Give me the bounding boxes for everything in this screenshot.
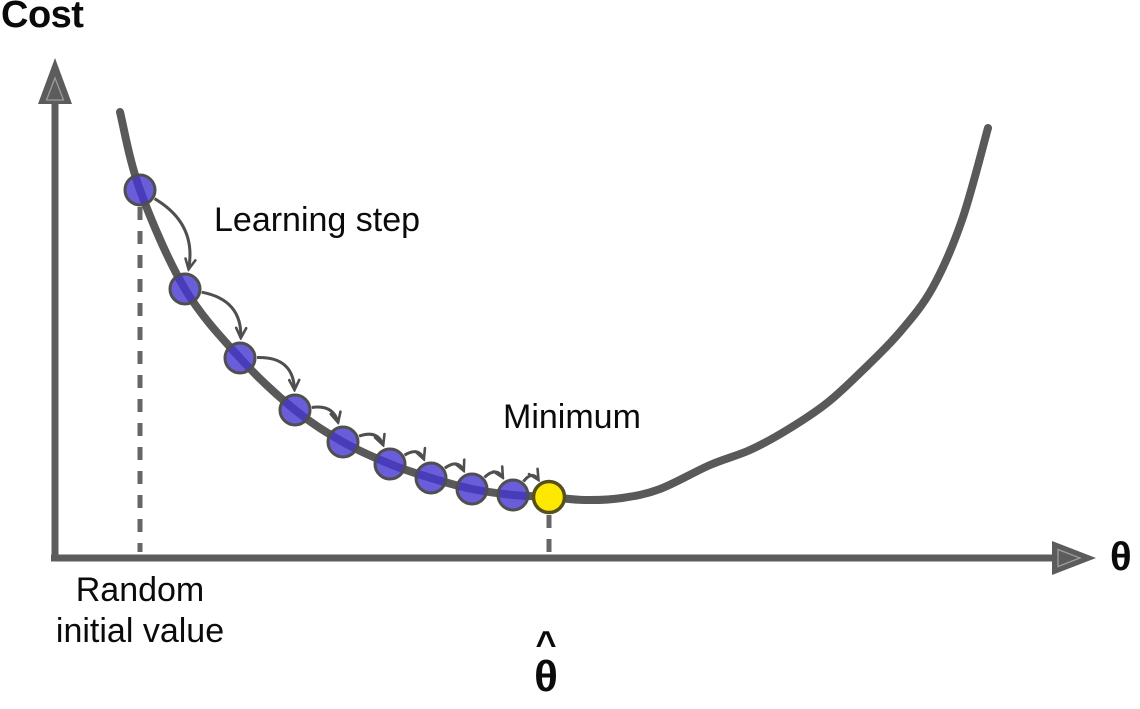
minimum-label: Minimum: [503, 398, 641, 436]
step-dot: [496, 478, 530, 512]
step-dot: [373, 447, 407, 481]
learning-step-arrow: [358, 432, 383, 445]
cost-curve: [116, 108, 992, 505]
minimum-dot: [531, 479, 567, 515]
theta-hat-caret: ^: [535, 623, 557, 664]
y-axis-arrowhead-inner: [45, 76, 65, 101]
step-dot: [278, 393, 312, 427]
x-axis-arrowhead-icon: [1052, 541, 1096, 575]
step-dot: [414, 461, 448, 495]
learning-step-arrow: [483, 472, 503, 478]
theta-hat-label: ^ θ: [513, 623, 579, 701]
random-initial-line2: initial value: [55, 612, 225, 650]
learning-step-label: Learning step: [214, 201, 421, 239]
step-dot: [455, 472, 489, 506]
theta-hat-letter: θ: [534, 652, 558, 701]
step-dot: [168, 272, 202, 306]
random-initial-value-label: Random initial value: [22, 570, 258, 652]
learning-step-arrow: [153, 197, 190, 270]
theta-axis-label: θ: [1110, 535, 1132, 579]
random-initial-line1: Random: [75, 571, 205, 609]
step-dot: [223, 341, 257, 375]
learning-step-arrow: [256, 355, 295, 390]
cost-axis-label: Cost: [1, 0, 84, 36]
y-axis-arrowhead-icon: [38, 58, 72, 104]
step-dot: [326, 425, 360, 459]
learning-step-arrow: [201, 290, 241, 338]
learning-step-arrow: [311, 405, 338, 423]
step-dot: [123, 173, 157, 207]
learning-step-arrow: [443, 464, 464, 471]
learning-step-arrow: [522, 475, 538, 483]
learning-step-arrow: [403, 452, 424, 460]
x-axis-arrowhead-inner: [1057, 548, 1082, 568]
